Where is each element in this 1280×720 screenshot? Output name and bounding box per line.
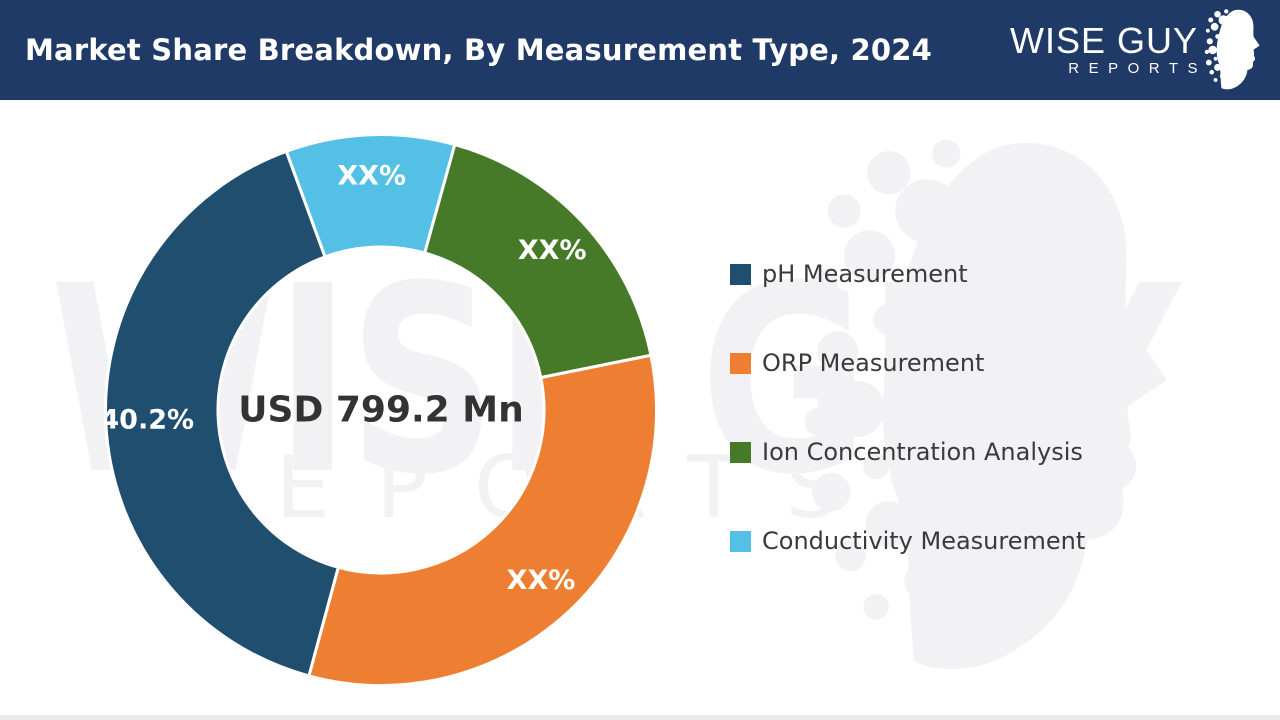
- brand-face-icon: [1204, 6, 1262, 94]
- brand-name: WISE GUY: [1009, 20, 1198, 61]
- header: Market Share Breakdown, By Measurement T…: [0, 0, 1280, 100]
- brand-logo-text: WISE GUY REPORTS: [1010, 22, 1198, 78]
- legend-label: Ion Concentration Analysis: [762, 438, 1083, 466]
- legend-label: ORP Measurement: [762, 349, 985, 377]
- footer-bar: [0, 715, 1280, 720]
- legend-item-ion-concentration-analysis: Ion Concentration Analysis: [730, 440, 1085, 464]
- donut-center-value: USD 799.2 Mn: [238, 389, 524, 431]
- legend-swatch: [730, 352, 751, 374]
- legend: pH Measurement ORP Measurement Ion Concent…: [730, 262, 1085, 618]
- legend-label: pH Measurement: [762, 260, 968, 288]
- legend-swatch: [730, 530, 751, 552]
- legend-item-conductivity-measurement: Conductivity Measurement: [730, 529, 1085, 553]
- segment-value-label-ph-measurement: 40.2%: [104, 405, 194, 436]
- legend-item-ph-measurement: pH Measurement: [730, 262, 1085, 286]
- page-title: Market Share Breakdown, By Measurement T…: [25, 33, 933, 67]
- segment-value-label-ion-concentration-analysis: XX%: [518, 235, 587, 266]
- legend-item-orp-measurement: ORP Measurement: [730, 351, 1085, 375]
- legend-swatch: [730, 263, 751, 285]
- segment-value-label-orp-measurement: XX%: [507, 565, 576, 596]
- segment-value-label-conductivity-measurement: XX%: [337, 161, 406, 192]
- brand-logo: WISE GUY REPORTS: [1010, 6, 1262, 94]
- donut-segment-ion-concentration-analysis: [423, 143, 653, 380]
- legend-label: Conductivity Measurement: [762, 527, 1086, 555]
- donut-chart: XX% XX% XX% 40.2%: [104, 133, 658, 687]
- legend-swatch: [730, 441, 751, 463]
- donut-segment-ph-measurement: [104, 149, 340, 678]
- brand-subtitle: REPORTS: [1068, 60, 1207, 77]
- donut-segment-orp-measurement: [307, 353, 658, 687]
